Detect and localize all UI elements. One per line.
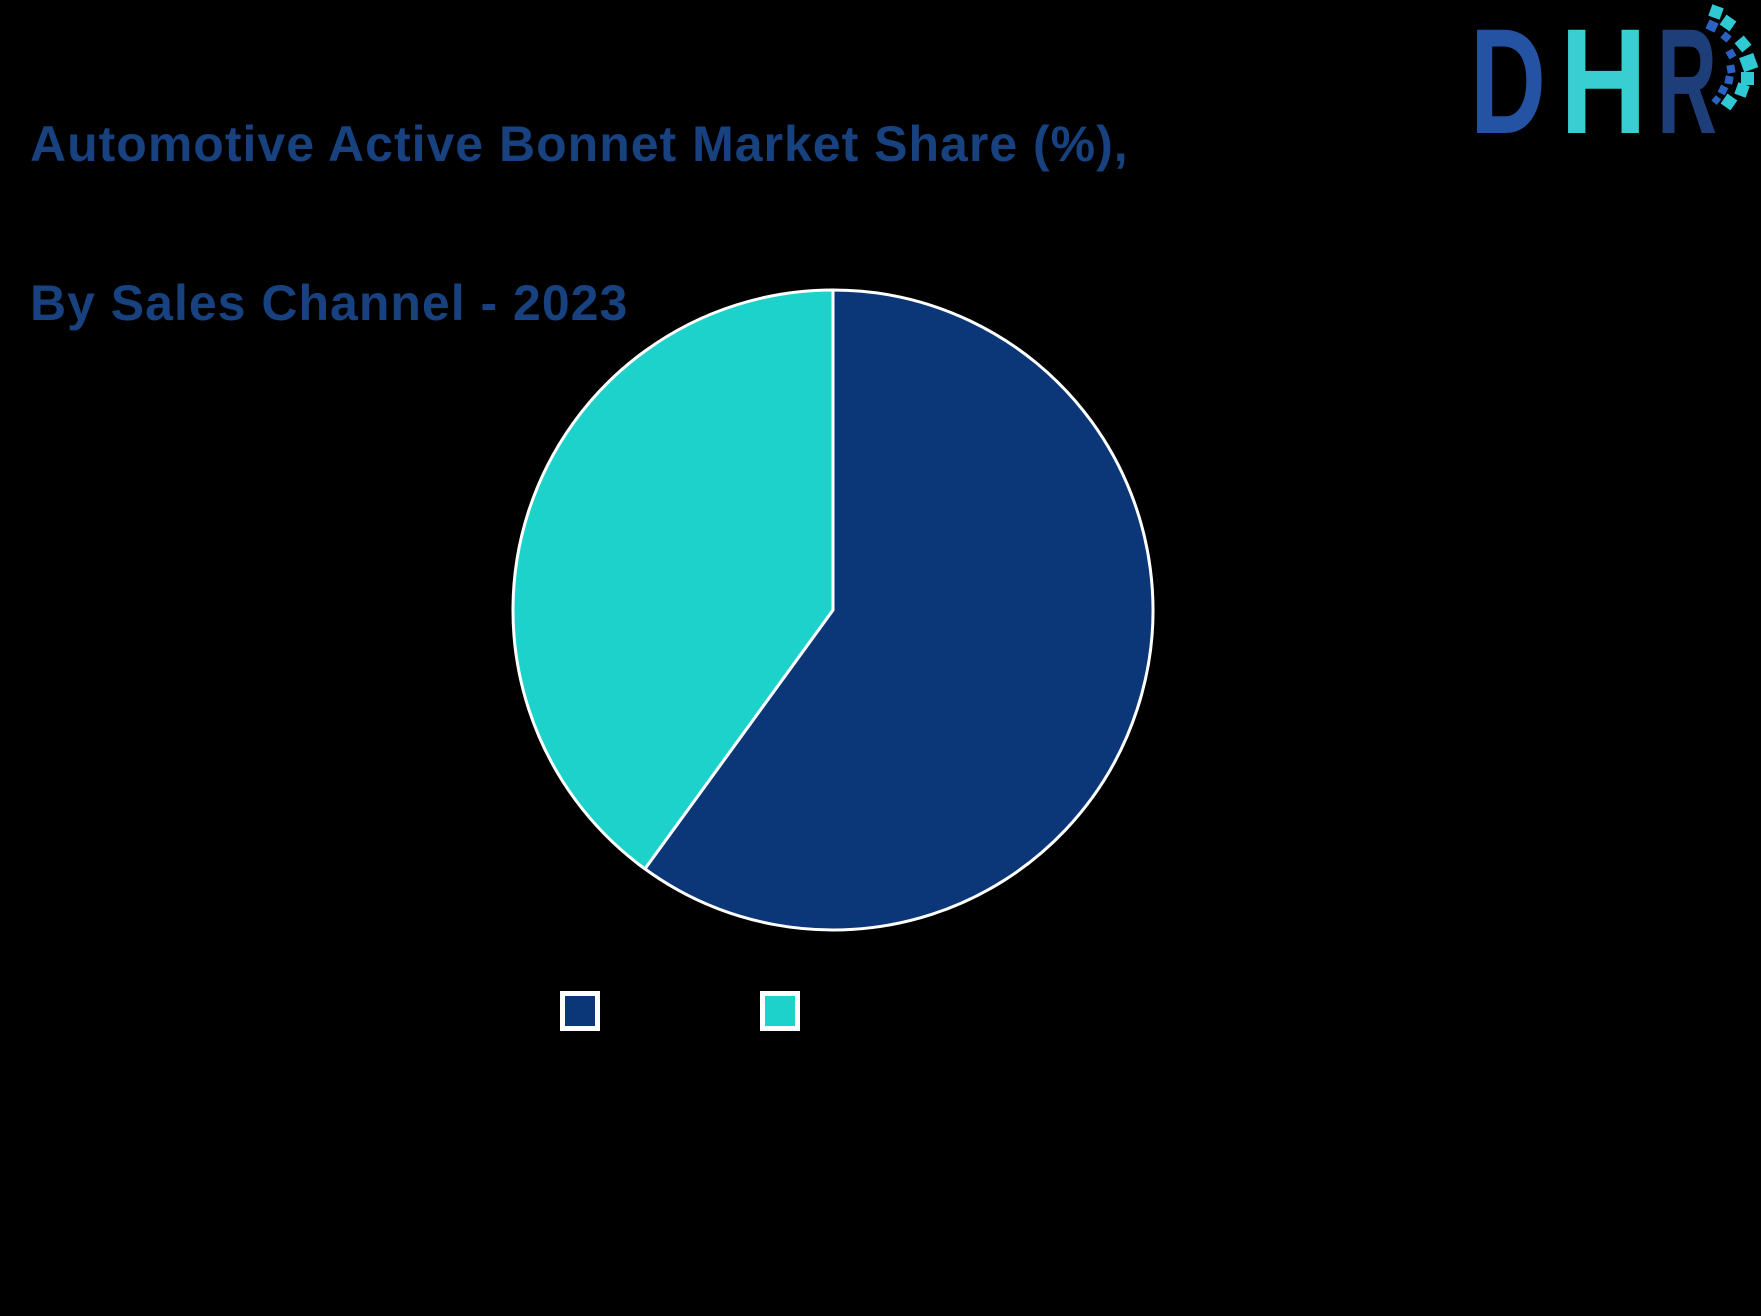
legend-swatch-slice-2 <box>760 991 800 1031</box>
logo-letter-d: D <box>1470 0 1546 145</box>
logo-letter-h: H <box>1560 0 1647 145</box>
dhr-logo: D H R <box>1470 0 1759 145</box>
pie-slice-2 <box>511 288 835 871</box>
chart-title-line1: Automotive Active Bonnet Market Share (%… <box>30 116 1129 172</box>
legend-swatch-color-navy <box>565 996 595 1026</box>
pie-slice-1 <box>643 288 1155 932</box>
chart-title-line2: By Sales Channel - 2023 <box>30 275 629 331</box>
chart-title: Automotive Active Bonnet Market Share (%… <box>30 12 1129 436</box>
pie-chart <box>511 288 1155 932</box>
logo-burst-icon <box>1705 4 1759 111</box>
legend-swatch-color-teal <box>765 996 795 1026</box>
logo-letter-r: R <box>1657 0 1717 145</box>
legend-swatch-slice-1 <box>560 991 600 1031</box>
